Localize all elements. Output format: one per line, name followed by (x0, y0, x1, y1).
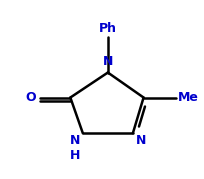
Text: H: H (69, 134, 80, 162)
Text: Me: Me (177, 91, 197, 104)
Text: N: N (135, 134, 145, 147)
Text: O: O (26, 91, 36, 104)
Text: N: N (102, 55, 112, 68)
Text: N: N (69, 134, 80, 147)
Text: Ph: Ph (98, 22, 116, 35)
